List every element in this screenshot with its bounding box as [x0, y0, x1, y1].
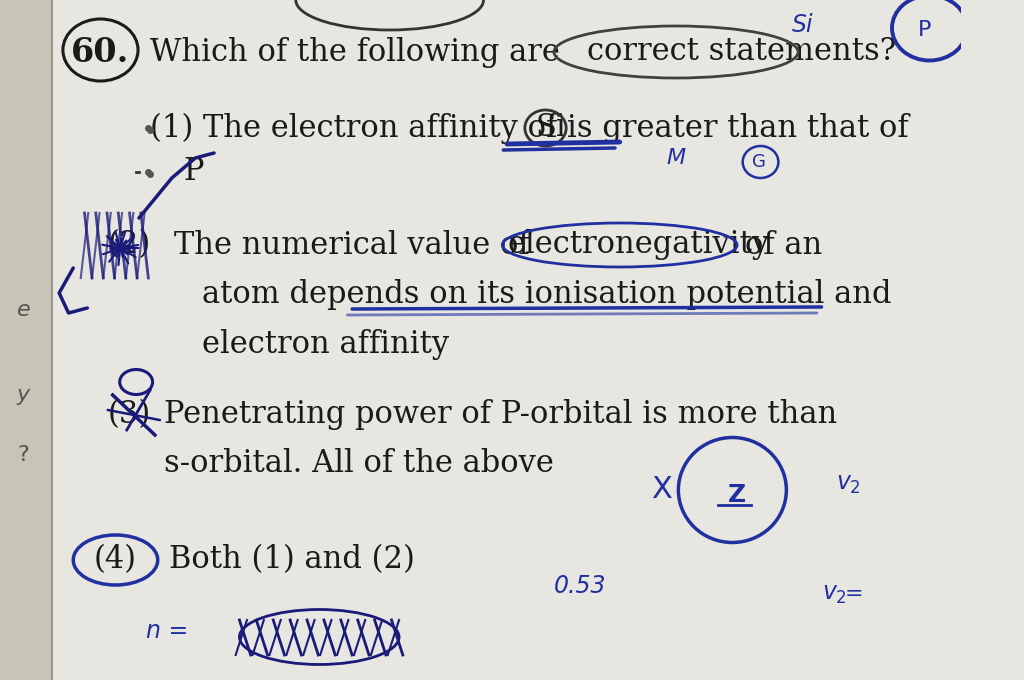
Text: Both (1) and (2): Both (1) and (2)	[169, 545, 415, 575]
Text: (1) The electron affinity of: (1) The electron affinity of	[151, 112, 557, 143]
Bar	[0, 0, 51, 680]
Text: $v_2$: $v_2$	[821, 582, 847, 606]
Text: (4): (4)	[94, 545, 137, 575]
Text: electron affinity: electron affinity	[202, 330, 449, 360]
Text: 0.53: 0.53	[554, 574, 606, 598]
Text: $v_2$: $v_2$	[836, 472, 860, 496]
Text: P: P	[183, 156, 204, 188]
Text: atom depends on its ionisation potential and: atom depends on its ionisation potential…	[202, 279, 891, 311]
Text: G: G	[752, 153, 766, 171]
Text: electronegativity: electronegativity	[507, 230, 769, 260]
Text: (3): (3)	[108, 400, 152, 430]
Text: correct statements?: correct statements?	[587, 37, 896, 67]
Text: M: M	[667, 148, 686, 168]
Text: is greater than that of: is greater than that of	[567, 112, 908, 143]
Text: e: e	[17, 300, 31, 320]
Text: P: P	[919, 20, 932, 40]
Text: The numerical value of: The numerical value of	[174, 230, 529, 260]
Text: Z: Z	[728, 483, 746, 507]
Text: Si: Si	[536, 112, 566, 143]
Text: y: y	[17, 385, 30, 405]
Text: X: X	[651, 475, 673, 505]
Text: of an: of an	[744, 230, 822, 260]
Text: ?: ?	[17, 445, 29, 465]
Text: n =: n =	[145, 619, 187, 643]
Text: =: =	[845, 584, 863, 604]
Text: (2): (2)	[108, 230, 152, 260]
Text: 60.: 60.	[72, 35, 130, 69]
Text: Penetrating power of P-orbital is more than: Penetrating power of P-orbital is more t…	[164, 400, 838, 430]
Text: Which of the following are: Which of the following are	[151, 37, 560, 67]
Text: Si: Si	[792, 13, 813, 37]
Text: s-orbital. All of the above: s-orbital. All of the above	[164, 447, 554, 479]
